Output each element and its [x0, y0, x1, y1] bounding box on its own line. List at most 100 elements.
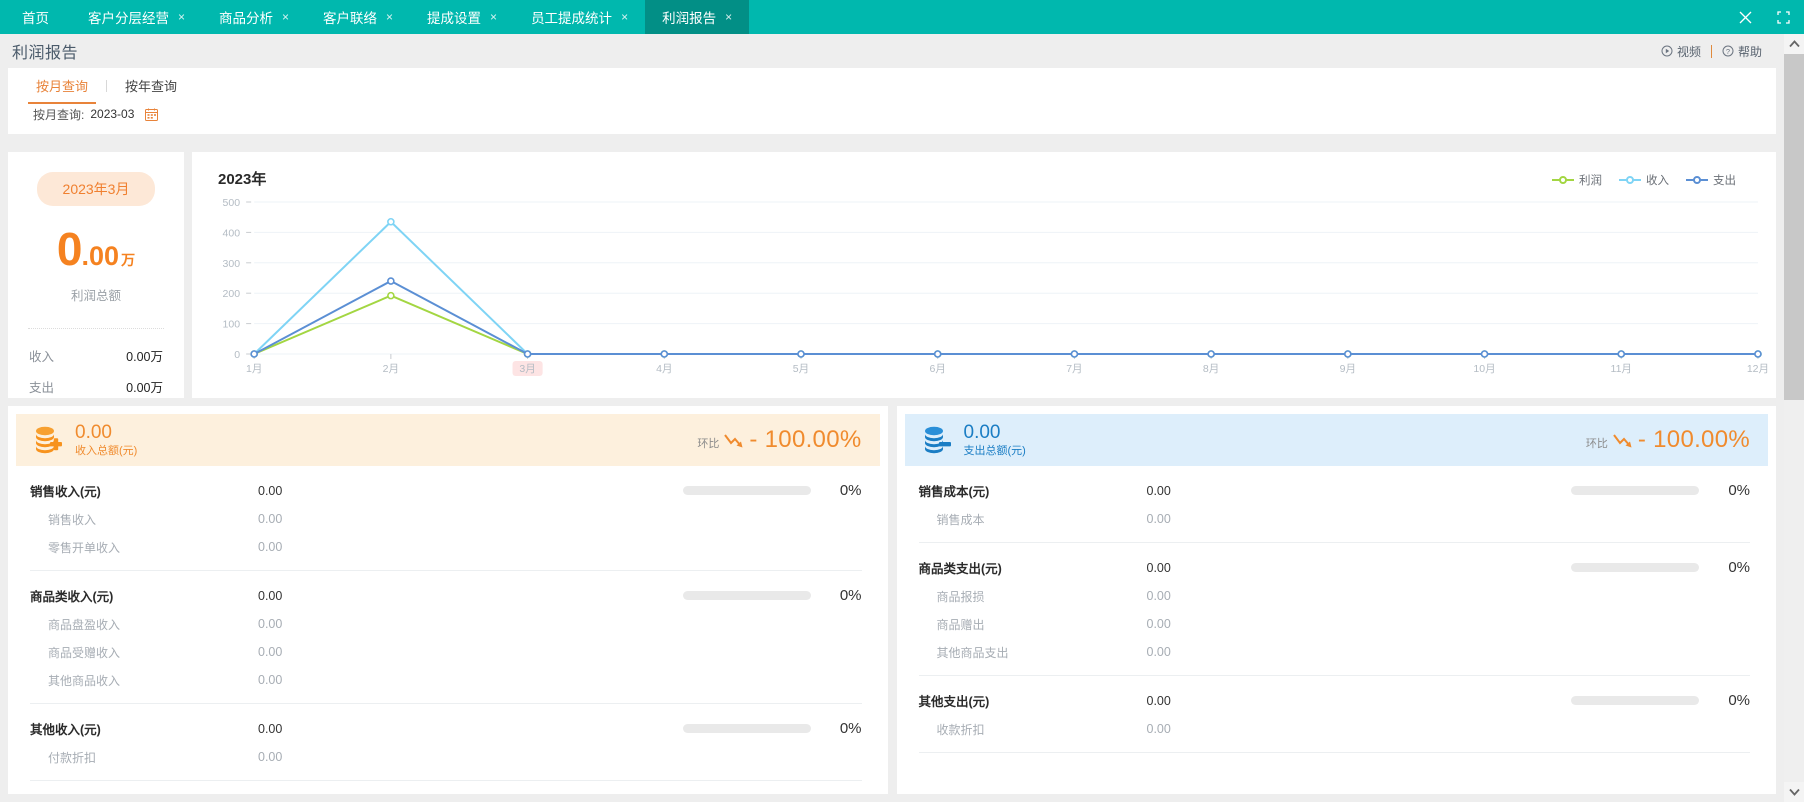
row-value: 0.00 — [258, 483, 283, 498]
row-progress: 0% — [682, 720, 862, 737]
income-ratio-label: 环比 — [697, 438, 720, 450]
row-value: 0.00 — [258, 540, 283, 554]
tab-close-icon[interactable]: × — [490, 10, 498, 24]
expense-panel-header: 0.00 支出总额(元) 环比 - 100.00% — [904, 414, 1768, 466]
group-row: 其他收入(元) 0.00 0% — [30, 714, 862, 743]
maximize-icon[interactable] — [1772, 6, 1794, 28]
row-divider — [918, 542, 1750, 543]
month-input[interactable]: 2023-03 — [90, 107, 135, 121]
window-controls — [1734, 0, 1804, 34]
filter-row: 按月查询: 2023-03 — [8, 102, 1776, 126]
svg-text:300: 300 — [223, 258, 241, 270]
scroll-down-icon[interactable] — [1784, 782, 1804, 802]
help-link[interactable]: ? 帮助 — [1714, 43, 1770, 60]
row-value: 0.00 — [1146, 512, 1171, 526]
chart-legend: 利润 收入 支出 — [1552, 172, 1736, 188]
row-label: 销售成本(元) — [918, 485, 990, 499]
row-label: 商品盘盈收入 — [48, 617, 121, 632]
close-icon[interactable] — [1734, 6, 1756, 28]
row-value: 0.00 — [1146, 722, 1171, 736]
row-label: 其他商品收入 — [48, 673, 121, 688]
tab-label: 利润报告 — [662, 11, 717, 26]
svg-text:3月: 3月 — [519, 363, 535, 375]
profit-summary-card: 2023年3月 0 .00 万 利润总额 收入 0.00万 支出 0.00万 — [8, 152, 184, 398]
legend-item[interactable]: 支出 — [1686, 172, 1736, 188]
tab-4[interactable]: 提成设置 × — [410, 0, 514, 34]
row-value: 0.00 — [1146, 645, 1171, 659]
tab-2[interactable]: 商品分析 × — [202, 0, 306, 34]
row-label: 销售收入 — [48, 512, 97, 527]
row-divider — [30, 703, 862, 704]
sub-row: 付款折扣 0.00 — [30, 743, 862, 771]
scroll-up-icon[interactable] — [1784, 34, 1804, 54]
expense-total-block: 0.00 支出总额(元) — [964, 422, 1026, 457]
sub-row: 商品报损 0.00 — [919, 582, 1751, 610]
chart-title: 2023年 — [218, 171, 267, 188]
svg-text:9月: 9月 — [1340, 363, 1356, 375]
summary-row-label: 收入 — [29, 350, 55, 364]
sub-row: 商品盘盈收入 0.00 — [30, 610, 862, 638]
legend-label: 支出 — [1713, 175, 1736, 187]
play-circle-icon — [1661, 45, 1673, 57]
tab-close-icon[interactable]: × — [386, 10, 394, 24]
row-label: 商品类收入(元) — [30, 590, 114, 604]
row-label: 商品类支出(元) — [918, 562, 1002, 576]
help-link-label: 帮助 — [1737, 44, 1762, 59]
row-progress: 0% — [1571, 692, 1750, 709]
calendar-icon[interactable] — [145, 108, 159, 121]
tab-close-icon[interactable]: × — [621, 10, 629, 24]
income-total-block: 0.00 收入总额(元) — [75, 422, 137, 457]
overview-row: 2023年3月 0 .00 万 利润总额 收入 0.00万 支出 0.00万 2023… — [8, 152, 1776, 398]
page-header: 利润报告 视频 ? 帮助 — [0, 34, 1784, 68]
svg-text:200: 200 — [223, 288, 241, 300]
legend-item[interactable]: 收入 — [1619, 172, 1669, 188]
row-progress: 0% — [1571, 559, 1750, 576]
month-badge: 2023年3月 — [37, 172, 155, 206]
header-divider — [1710, 44, 1712, 58]
row-percent: 0% — [1728, 482, 1750, 499]
tab-label: 提成设置 — [427, 11, 482, 26]
video-link[interactable]: 视频 — [1653, 43, 1709, 60]
tab-5[interactable]: 员工提成统计 × — [514, 0, 645, 34]
row-value: 0.00 — [1146, 693, 1171, 708]
tab-label: 首页 — [22, 11, 49, 26]
row-value: 0.00 — [258, 617, 283, 631]
tab-3[interactable]: 客户联络 × — [306, 0, 410, 34]
scrollbar-thumb[interactable] — [1784, 54, 1804, 400]
tab-close-icon[interactable]: × — [725, 10, 733, 24]
row-label: 其他收入(元) — [30, 723, 101, 737]
income-ratio-block: 环比 - 100.00% — [697, 426, 861, 454]
tab-6[interactable]: 利润报告 × — [645, 0, 750, 34]
tab-by-year[interactable]: 按年查询 — [125, 79, 178, 94]
question-circle-icon: ? — [1722, 45, 1734, 57]
legend-label: 收入 — [1646, 175, 1669, 187]
legend-item[interactable]: 利润 — [1552, 172, 1602, 188]
trend-down-icon — [1612, 432, 1634, 452]
row-label: 销售成本 — [936, 512, 985, 527]
tab-close-icon[interactable]: × — [178, 10, 186, 24]
svg-text:0: 0 — [234, 349, 240, 361]
yearly-trend-chart-card: 2023年 利润 收入 支出 0 100 200 300 400 500 1月 2月 3月 4月 5月 6… — [192, 152, 1776, 398]
progress-bar — [682, 724, 811, 733]
tab-close-icon[interactable]: × — [282, 10, 290, 24]
progress-bar — [1571, 563, 1699, 572]
tab-by-month[interactable]: 按月查询 — [27, 76, 97, 104]
tab-0[interactable]: 首页 — [0, 0, 71, 34]
summary-row: 支出 0.00万 — [29, 377, 163, 396]
row-percent: 0% — [839, 482, 862, 499]
row-percent: 0% — [1728, 692, 1750, 709]
row-value: 0.00 — [1146, 589, 1171, 603]
tab-1[interactable]: 客户分层经营 × — [71, 0, 202, 34]
group-row: 其他支出(元) 0.00 0% — [919, 686, 1751, 715]
tab-divider — [106, 79, 108, 92]
sub-row: 商品受赠收入 0.00 — [30, 638, 862, 666]
row-percent: 0% — [839, 587, 862, 604]
row-value: 0.00 — [1146, 483, 1171, 498]
row-progress: 0% — [682, 587, 862, 604]
row-label: 商品受赠收入 — [48, 645, 121, 660]
vertical-scrollbar[interactable] — [1784, 34, 1804, 802]
legend-label: 利润 — [1579, 175, 1602, 187]
row-value: 0.00 — [258, 588, 283, 603]
row-value: 0.00 — [258, 750, 283, 764]
svg-text:12月: 12月 — [1747, 363, 1769, 375]
